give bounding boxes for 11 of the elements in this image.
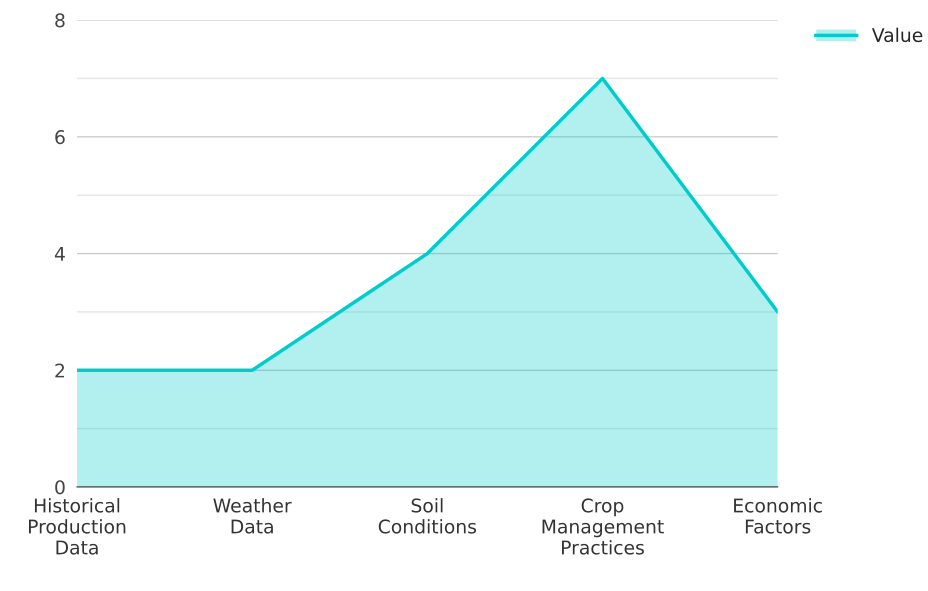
y-tick-label: 2 bbox=[55, 363, 64, 378]
y-tick-label: 8 bbox=[55, 13, 65, 28]
x-tick-label: Historical Production Data bbox=[28, 498, 126, 555]
legend-label: Value bbox=[872, 28, 922, 42]
x-tick-label: Soil Conditions bbox=[378, 498, 476, 534]
y-tick-label: 0 bbox=[55, 480, 65, 494]
x-tick-label: Economic Factors bbox=[734, 498, 822, 534]
x-tick-label: Crop Management Practices bbox=[542, 498, 664, 555]
x-tick-label: Weather Data bbox=[213, 498, 292, 534]
y-tick-label: 6 bbox=[55, 130, 65, 144]
y-tick-label: 4 bbox=[54, 246, 65, 261]
